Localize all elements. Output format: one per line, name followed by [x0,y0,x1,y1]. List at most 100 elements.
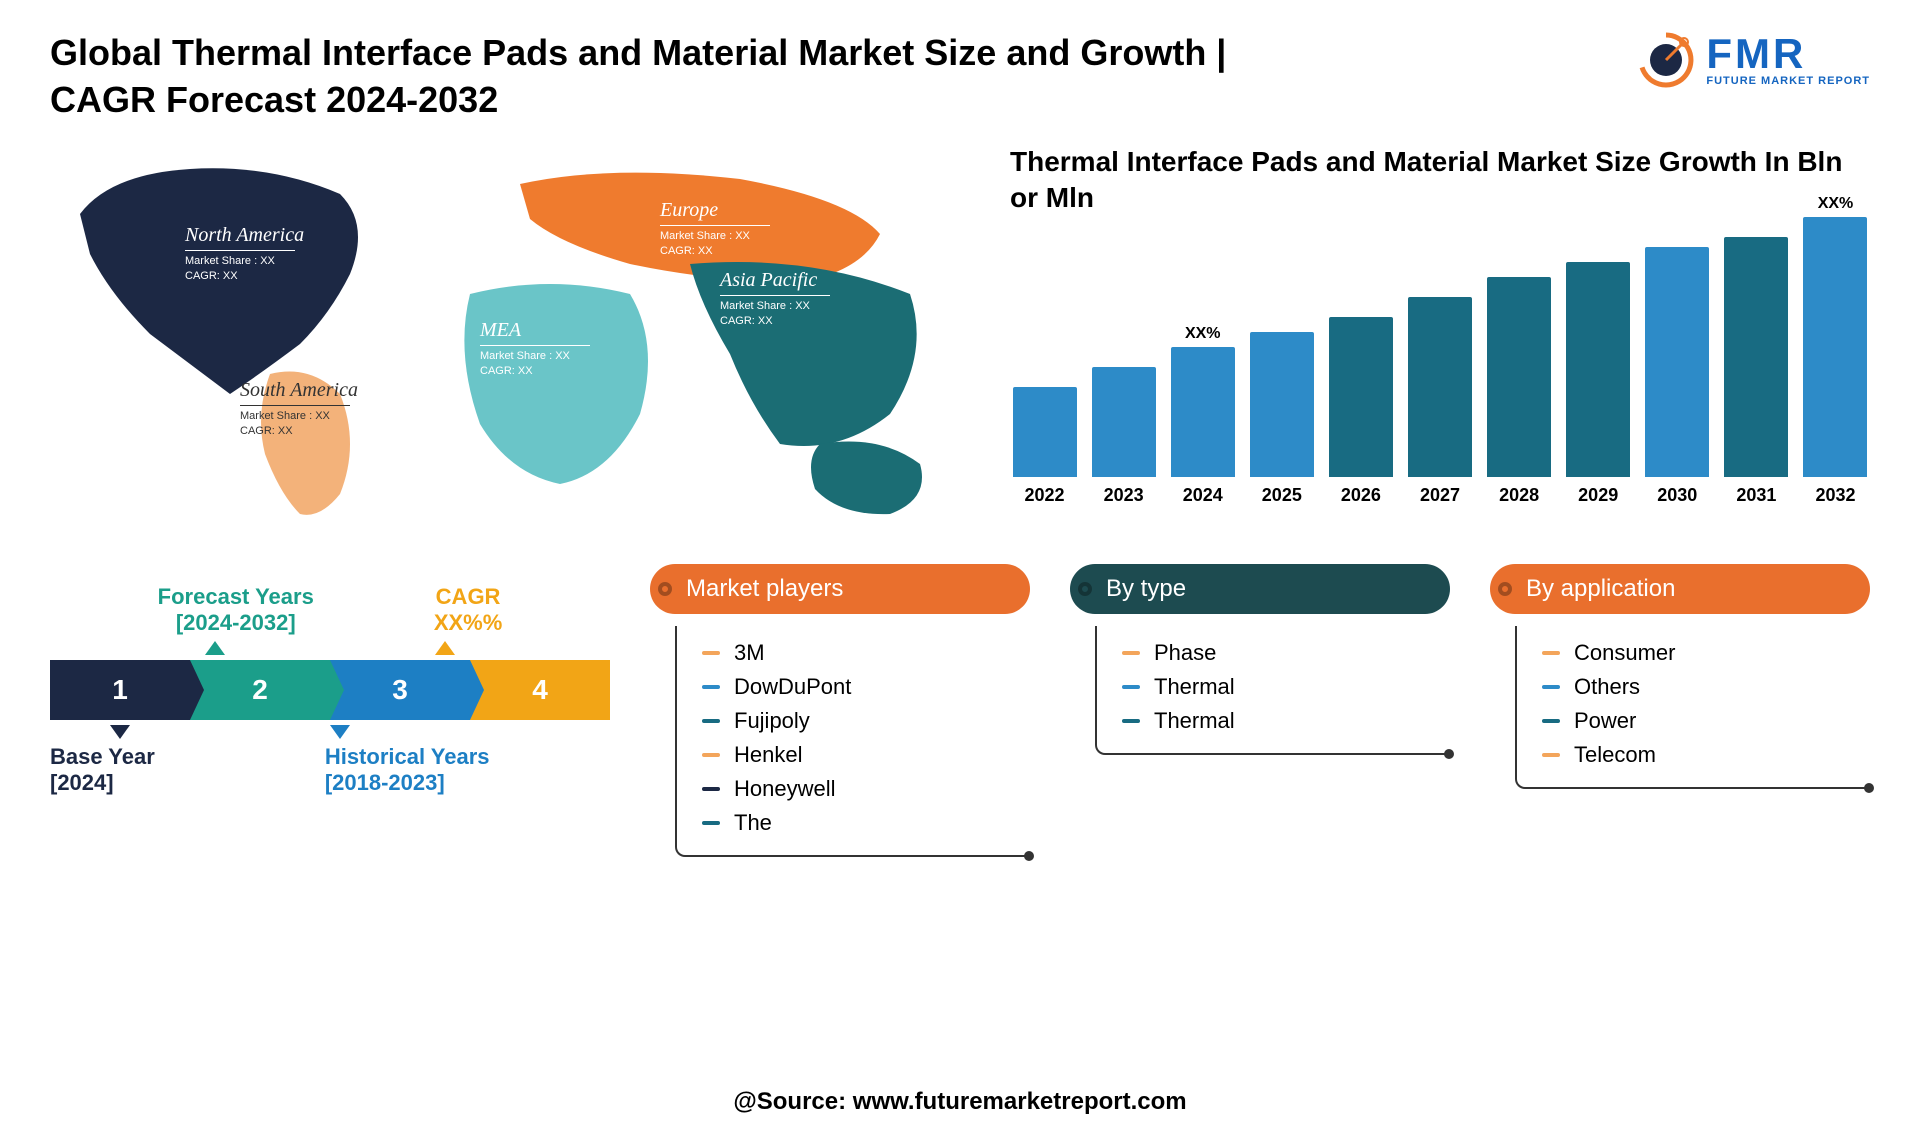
bar-col-2024: XX% 2024 [1168,347,1237,506]
category-item-label: Consumer [1574,640,1675,666]
bar-year-label: 2029 [1578,485,1618,506]
bar-col-2025: 2025 [1247,332,1316,506]
timeline-bar: 1234 [50,660,610,720]
bar-chart: 2022 2023XX% 2024 2025 2026 2027 2028 20… [1010,226,1870,506]
bar-year-label: 2026 [1341,485,1381,506]
category-tick [1542,651,1560,655]
bar-col-2032: XX% 2032 [1801,217,1870,506]
region-cagr: CAGR: XX [720,314,830,329]
region-label-ap: Asia Pacific Market Share : XX CAGR: XX [720,269,830,330]
bar [1408,297,1472,477]
timeline-segment-2: 2 [190,660,330,720]
region-name: Europe [660,199,770,222]
arrow-down-hist [330,725,350,739]
bar [1566,262,1630,477]
logo: FMR FUTURE MARKET REPORT [1636,30,1870,90]
timeline-segment-1: 1 [50,660,190,720]
category-title: By application [1526,575,1675,603]
category-dot-icon [658,582,672,596]
category-item-label: Henkel [734,742,802,768]
category-item-label: 3M [734,640,765,666]
category-header: Market players [650,564,1030,614]
timeline-segment-3: 3 [330,660,470,720]
bar-annotation: XX% [1185,325,1221,343]
category-header: By application [1490,564,1870,614]
region-cagr: CAGR: XX [480,364,590,379]
cagr-label: CAGR XX%% [434,584,502,636]
category-body: Consumer Others Power Telecom [1515,626,1870,789]
bar-col-2022: 2022 [1010,387,1079,506]
bar-year-label: 2031 [1736,485,1776,506]
category-tick [1542,753,1560,757]
category-title: Market players [686,575,843,603]
timeline-area: Forecast Years [2024-2032] CAGR XX%% 123… [50,564,610,796]
bottom-section: Forecast Years [2024-2032] CAGR XX%% 123… [50,564,1870,857]
bar-year-label: 2030 [1657,485,1697,506]
bar [1092,367,1156,477]
base-year-title: Base Year [50,744,155,770]
category-header: By type [1070,564,1450,614]
region-share: Market Share : XX [720,299,830,314]
category-tick [702,787,720,791]
category-item: DowDuPont [702,670,1030,704]
logo-icon [1636,30,1696,90]
category-item: Power [1542,704,1870,738]
region-underline [480,345,590,346]
base-year-label: Base Year [2024] [50,744,155,796]
category-tick [702,821,720,825]
logo-text-main: FMR [1706,33,1870,75]
bar-col-2030: 2030 [1643,247,1712,506]
category-item: Thermal [1122,670,1450,704]
bar [1645,247,1709,477]
category-item: Telecom [1542,738,1870,772]
category-dot-icon [1498,582,1512,596]
category-item-label: Thermal [1154,708,1235,734]
bar-col-2026: 2026 [1326,317,1395,506]
bar: XX% [1803,217,1867,477]
historical-title: Historical Years [325,744,490,770]
bar [1250,332,1314,477]
bar-col-2028: 2028 [1485,277,1554,506]
bar [1724,237,1788,477]
bar-col-2029: 2029 [1564,262,1633,506]
category-body: 3M DowDuPont Fujipoly Henkel Honeywell T… [675,626,1030,857]
category-item: Phase [1122,636,1450,670]
source-attribution: @Source: www.futuremarketreport.com [733,1088,1186,1116]
arrow-up-cagr [435,641,455,655]
region-label-na: North America Market Share : XX CAGR: XX [185,224,304,285]
region-cagr: CAGR: XX [660,244,770,259]
arrow-up-forecast [205,641,225,655]
category-tick [702,719,720,723]
bar-chart-title: Thermal Interface Pads and Material Mark… [1010,144,1870,217]
region-cagr: CAGR: XX [240,424,358,439]
category-item: The [702,806,1030,840]
bar [1487,277,1551,477]
category-item: 3M [702,636,1030,670]
region-share: Market Share : XX [185,254,304,269]
category-tick [1542,685,1560,689]
region-share: Market Share : XX [660,229,770,244]
bar-year-label: 2022 [1025,485,1065,506]
historical-label: Historical Years [2018-2023] [325,744,490,796]
bar: XX% [1171,347,1235,477]
region-label-eu: Europe Market Share : XX CAGR: XX [660,199,770,260]
category-tick [702,651,720,655]
category-tick [1122,719,1140,723]
forecast-title: Forecast Years [158,584,314,610]
region-underline [720,295,830,296]
region-name: Asia Pacific [720,269,830,292]
category-item-label: The [734,810,772,836]
category-item-label: Power [1574,708,1636,734]
region-underline [240,405,350,406]
region-cagr: CAGR: XX [185,269,304,284]
category-area: Market players 3M DowDuPont Fujipoly Hen… [650,564,1870,857]
category-item-label: Telecom [1574,742,1656,768]
cagr-title: CAGR [434,584,502,610]
bar-year-label: 2023 [1104,485,1144,506]
bar-annotation: XX% [1818,195,1854,213]
world-map: North America Market Share : XX CAGR: XX… [50,144,970,524]
category-tick [702,753,720,757]
category-item-label: Honeywell [734,776,836,802]
region-name: South America [240,379,358,402]
timeline-segment-4: 4 [470,660,610,720]
